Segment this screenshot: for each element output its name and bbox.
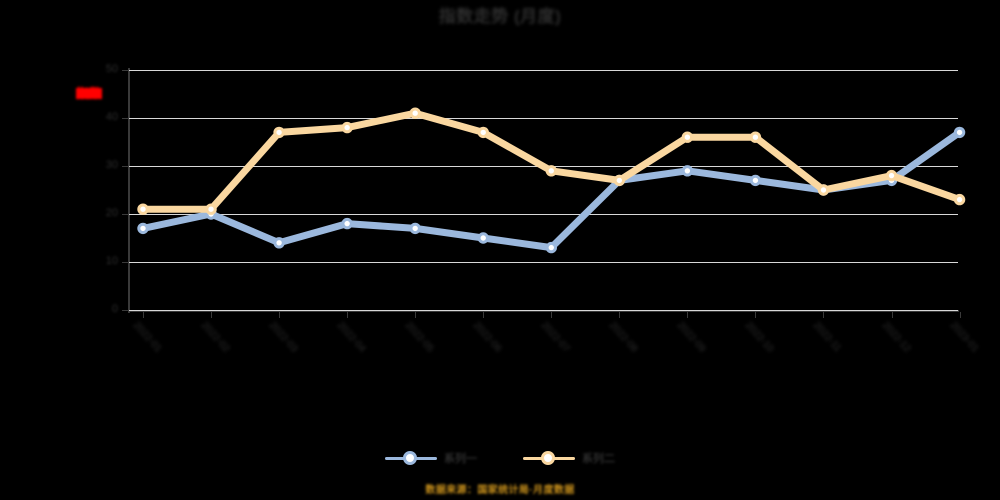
data-point-marker[interactable]	[477, 232, 489, 244]
y-tick-mark	[122, 310, 129, 311]
data-point-marker[interactable]	[613, 174, 626, 187]
data-point-marker[interactable]	[341, 217, 353, 230]
data-point-marker[interactable]	[205, 203, 217, 215]
legend-swatch-series-2	[523, 451, 575, 465]
gridline	[129, 214, 958, 215]
data-point-marker[interactable]	[341, 121, 353, 134]
x-tick-mark	[687, 312, 689, 318]
data-point-marker[interactable]	[749, 174, 762, 187]
data-point-marker[interactable]	[409, 222, 421, 235]
data-point-marker[interactable]	[409, 107, 421, 119]
legend-item-series-2[interactable]: 系列二	[523, 450, 615, 466]
chart-legend: 系列一 系列二	[0, 450, 1000, 466]
y-axis-line	[128, 68, 130, 313]
gridline	[129, 262, 958, 263]
chart-caption: 数据来源：国家统计局·月度数据	[425, 485, 575, 496]
data-point-marker[interactable]	[953, 193, 966, 206]
legend-item-series-1[interactable]: 系列一	[385, 450, 477, 466]
x-tick-mark	[211, 312, 213, 318]
x-tick-mark	[551, 312, 553, 318]
x-axis-line	[128, 310, 959, 312]
x-tick-mark	[959, 312, 961, 318]
data-point-marker[interactable]	[885, 169, 898, 182]
y-tick-mark	[122, 70, 129, 71]
x-tick-mark	[823, 312, 825, 318]
data-point-marker[interactable]	[273, 237, 285, 249]
x-tick-mark	[755, 312, 757, 318]
y-tick-mark	[122, 214, 129, 215]
legend-swatch-series-1	[385, 451, 437, 465]
x-tick-mark	[483, 312, 485, 318]
x-tick-mark	[891, 312, 893, 318]
data-point-marker[interactable]	[817, 184, 830, 196]
series-line	[139, 109, 964, 213]
legend-label-series-2: 系列二	[582, 453, 615, 465]
chart-title: 指数走势 (月度)	[438, 7, 562, 26]
data-point-marker[interactable]	[273, 126, 285, 139]
data-point-marker[interactable]	[749, 131, 762, 143]
y-axis-title: 指数	[76, 86, 103, 101]
x-tick-mark	[347, 312, 349, 318]
x-tick-mark	[279, 312, 281, 318]
y-tick-label: 50	[105, 63, 118, 75]
x-tick-mark	[619, 312, 621, 318]
data-point-marker[interactable]	[477, 126, 489, 139]
data-point-marker[interactable]	[681, 131, 694, 143]
data-point-marker[interactable]	[137, 222, 149, 235]
data-point-marker[interactable]	[545, 241, 557, 254]
y-tick-label: 20	[105, 207, 118, 219]
gridline	[129, 70, 958, 71]
data-point-marker[interactable]	[681, 165, 694, 177]
data-point-marker[interactable]	[953, 126, 966, 139]
x-tick-mark	[415, 312, 417, 318]
data-point-marker[interactable]	[137, 203, 149, 215]
gridline	[129, 118, 958, 119]
y-tick-label: 40	[105, 111, 118, 123]
y-tick-mark	[122, 118, 129, 119]
x-tick-mark	[143, 312, 144, 318]
y-tick-label: 0	[111, 303, 118, 315]
y-tick-mark	[122, 166, 129, 167]
legend-label-series-1: 系列一	[444, 453, 477, 465]
y-tick-label: 10	[105, 255, 118, 267]
gridline	[129, 310, 958, 311]
y-tick-label: 30	[105, 159, 118, 171]
y-tick-mark	[122, 262, 129, 263]
data-point-marker[interactable]	[545, 165, 557, 177]
